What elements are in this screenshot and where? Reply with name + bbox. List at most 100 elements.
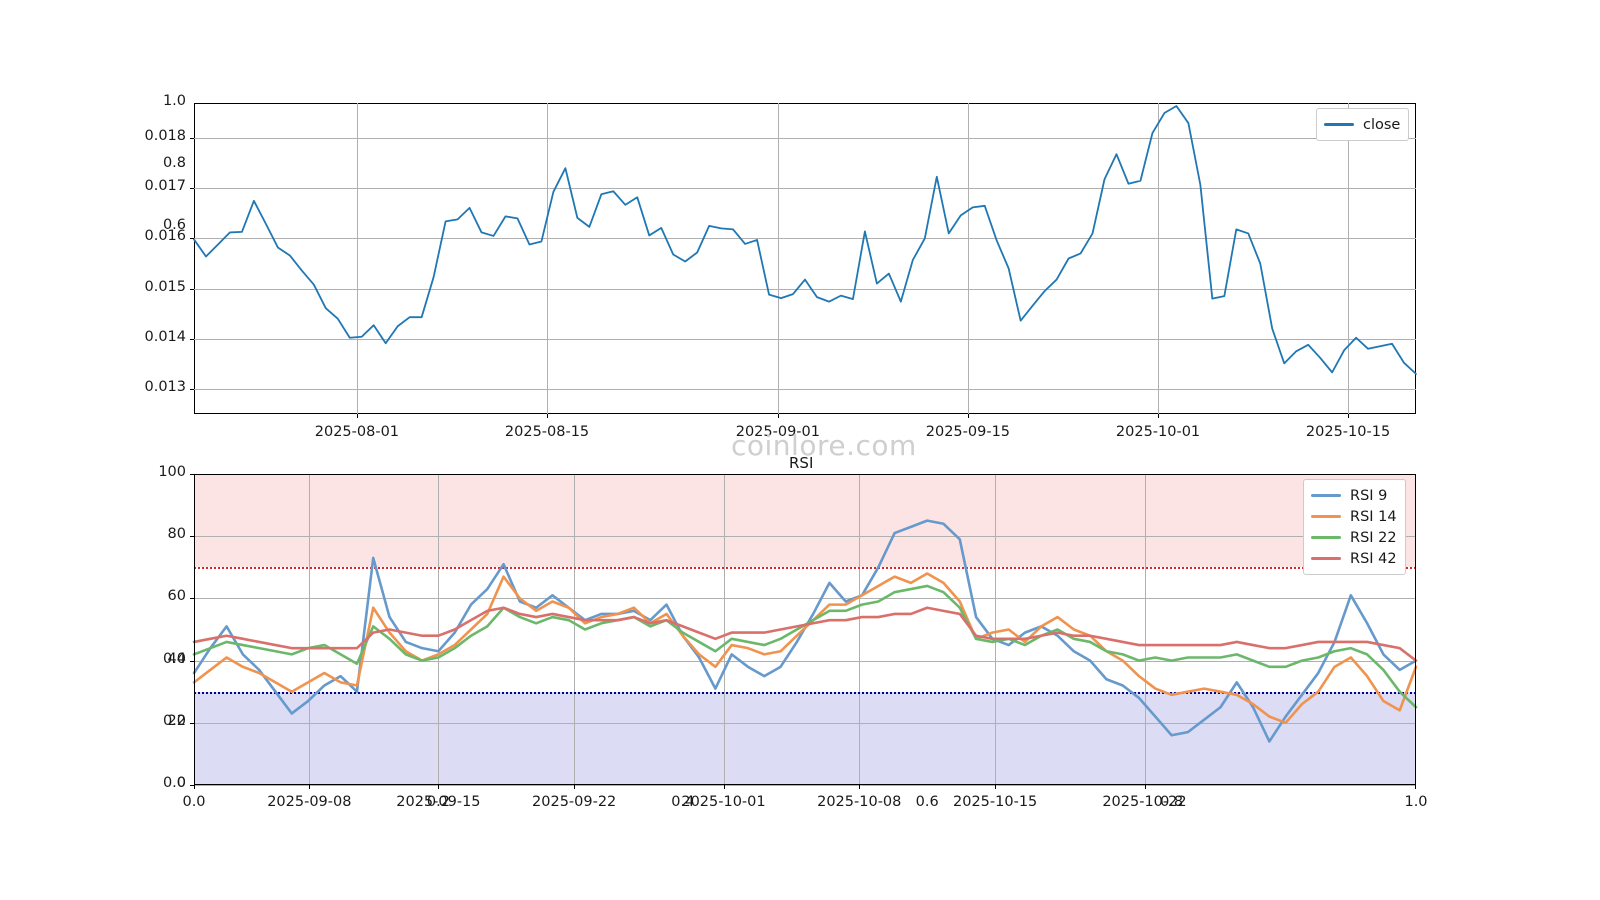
rsi-gridline-h-3 [194,598,1416,600]
rsi-secondary-ytick-2: 0.0 [162,775,186,791]
price-secondary-ytick-2: 0.6 [162,217,186,234]
price-ytickmark-4 [190,188,194,190]
rsi-xtick-2: 2025-09-15 [396,794,481,810]
rsi-ytick-4: 20 [167,712,186,729]
rsi-ytick-3: 40 [167,650,186,667]
price-ytick-4: 0.017 [144,178,186,195]
price-secondary-ytick-0: 1.0 [162,93,186,109]
rsi-xtick-10: 0.8 [1160,794,1184,810]
price-xtickmark-5 [1348,414,1350,418]
rsi-plot-frame [194,474,1416,785]
rsi-xtick-4: 2025-09-22 [532,794,617,810]
rsi-gridline-v-3 [574,474,576,785]
rsi-ytick-2: 60 [167,588,186,605]
rsi-band-0 [194,474,1416,568]
rsi-series-svg [192,519,1418,743]
rsi-xtick-3: 0.2 [426,794,450,810]
rsi-legend-label-1: RSI 14 [1350,508,1397,525]
rsi-gridline-h-4 [194,536,1416,538]
rsi-gridline-h-0 [194,785,1416,786]
price-xtickmark-1 [547,414,548,418]
price-gridline-v-4 [1158,103,1159,414]
rsi-gridline-h-1 [194,722,1416,724]
rsi-ytickmark-3 [190,660,194,662]
rsi-legend[interactable]: RSI 9 RSI 14 RSI 22 RSI 42 [1303,479,1406,575]
price-xtick-2: 2025-09-01 [735,424,820,440]
rsi-threshold-oversold [194,691,1416,694]
rsi-series-RSI-42 [192,606,1418,662]
rsi-legend-swatch-0 [1311,494,1341,497]
rsi-legend-label-0: RSI 9 [1350,487,1388,504]
rsi-ytickmark-4 [190,722,194,724]
price-ytickmark-1 [190,338,194,340]
rsi-gridline-h-2 [194,660,1416,662]
rsi-xtick-8: 0.6 [915,794,939,810]
rsi-xtick-5: 0.4 [671,794,695,810]
rsi-gridline-v-7 [1144,474,1146,785]
price-legend-row: close [1324,114,1400,135]
rsi-ytickmark-1 [190,536,194,538]
rsi-secondary-ytick-0: 0.4 [162,650,186,667]
price-series-close [193,105,1417,375]
rsi-xtickmark-5 [859,785,861,789]
price-legend-swatch-0 [1324,123,1354,126]
price-gridline-v-3 [967,103,969,414]
price-gridline-v-1 [547,103,548,414]
rsi-xtickmark-4 [723,785,725,789]
rsi-legend-row: RSI 9 [1311,485,1397,506]
rsi-xtickmark-6 [995,785,997,789]
rsi-xtick-1: 2025-09-08 [267,794,352,810]
rsi-ytickmark-2 [190,598,194,600]
rsi-series-RSI-14 [192,572,1418,725]
rsi-band-1 [194,691,1416,785]
rsi-xtick-0: 0.0 [182,794,206,810]
rsi-xtickmark-2 [438,785,440,789]
price-gridline-h-4 [194,188,1416,190]
rsi-xtick-9: 2025-10-15 [953,794,1038,810]
rsi-legend-swatch-2 [1311,536,1341,539]
rsi-gridline-v-1 [309,474,311,785]
rsi-xtick-6: 2025-10-01 [681,794,766,810]
price-gridline-h-0 [194,388,1416,390]
price-chart-panel: 1.0 0.8 0.6 0.013 0.014 0.015 0.016 0.017 0.018 … [144,93,1417,440]
rsi-legend-row: RSI 22 [1311,527,1397,548]
price-gridline-h-5 [194,138,1416,140]
price-xtickmark-2 [777,414,779,418]
price-xtickmark-4 [1158,414,1159,418]
price-gridline-v-5 [1348,103,1350,414]
price-plot-area [193,103,1417,414]
rsi-legend-row: RSI 42 [1311,548,1397,569]
rsi-gridline-v-5 [859,474,861,785]
rsi-ytickmark-0 [190,474,194,475]
rsi-threshold-overbought [194,567,1416,570]
rsi-legend-row: RSI 14 [1311,506,1397,527]
rsi-legend-label-2: RSI 22 [1350,529,1397,546]
price-ytickmark-0 [190,388,194,390]
rsi-xtickmark-3 [574,785,576,789]
price-ytick-2: 0.015 [144,278,186,295]
price-ytickmark-3 [190,238,194,240]
rsi-gridline-v-6 [995,474,997,785]
rsi-xtickmark-1 [309,785,311,789]
price-gridline-h-1 [194,338,1416,340]
rsi-ytickmark-5 [190,785,194,786]
rsi-secondary-ytick-1: 0.2 [162,712,186,729]
price-xtickmark-3 [967,414,969,418]
price-series-svg [193,105,1417,375]
price-ytick-5: 0.018 [144,128,186,145]
price-ytickmark-2 [190,288,194,290]
price-gridline-v-0 [356,103,358,414]
rsi-legend-swatch-3 [1311,557,1341,560]
price-ytick-1: 0.014 [144,328,186,345]
price-legend[interactable]: close [1316,108,1410,141]
rsi-xtickmark-7 [1144,785,1146,789]
rsi-legend-swatch-1 [1311,515,1341,518]
price-xtick-5: 2025-10-15 [1305,424,1391,440]
price-ytickmark-5 [190,138,194,140]
price-xtick-1: 2025-08-15 [504,424,590,440]
price-secondary-ytick-1: 0.8 [162,155,186,172]
rsi-xtick-12: 1.0 [1404,794,1428,810]
rsi-plot-area [192,474,1418,786]
